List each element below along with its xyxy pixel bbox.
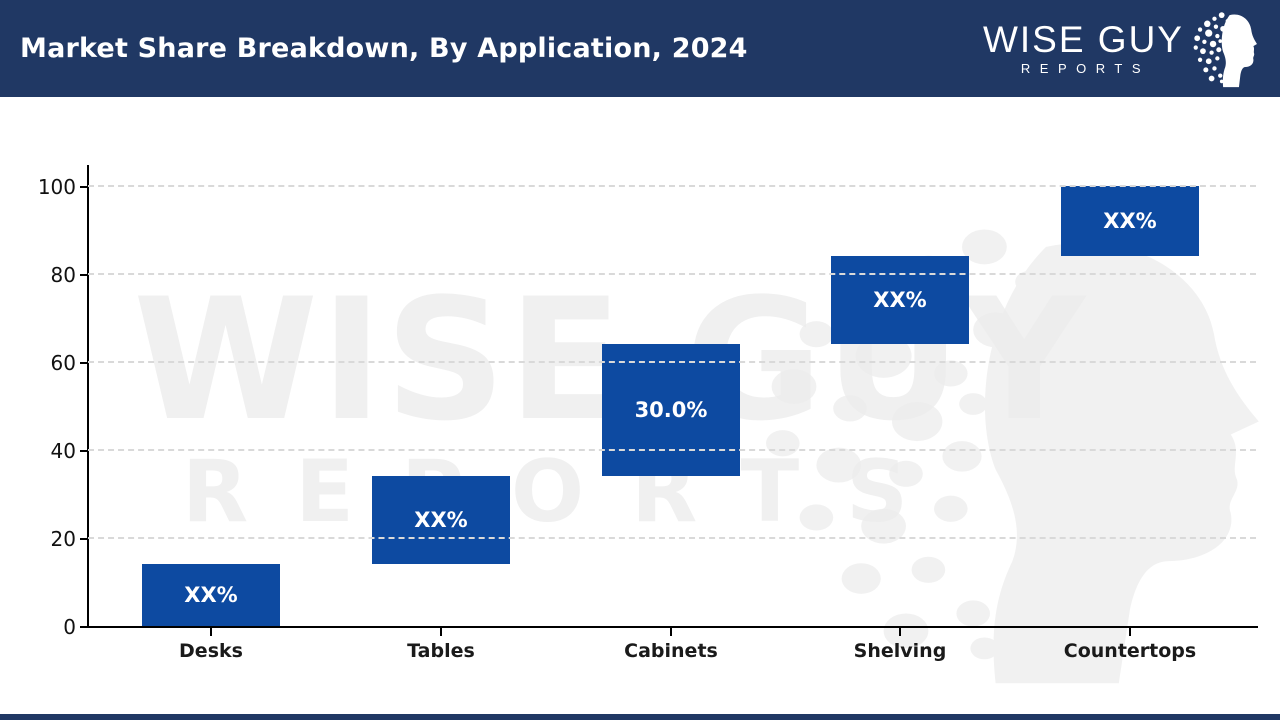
y-tick-label: 0 — [63, 615, 76, 639]
gridline — [88, 273, 1256, 275]
x-axis-label: Countertops — [1063, 640, 1197, 662]
bar-value-label: XX% — [1103, 209, 1157, 234]
logo-reports-text: REPORTS — [1020, 61, 1151, 76]
bar: XX% — [372, 476, 510, 565]
y-tick-mark — [80, 538, 88, 540]
x-axis-label: Cabinets — [624, 640, 718, 662]
y-axis-line — [87, 165, 89, 628]
gridline — [88, 449, 1256, 451]
x-tick-mark — [670, 628, 672, 636]
bar-value-label: XX% — [873, 288, 927, 313]
bar: 30.0% — [602, 344, 740, 477]
y-tick-mark — [80, 274, 88, 276]
logo-head-icon — [1190, 7, 1262, 91]
bar-value-label: 30.0% — [634, 398, 708, 423]
x-tick-mark — [440, 628, 442, 636]
watermark-reports-text: REPORTS — [182, 442, 956, 542]
gridline — [88, 361, 1256, 363]
logo-text: WISE GUY REPORTS — [983, 21, 1184, 76]
x-tick-mark — [899, 628, 901, 636]
wiseguy-logo: WISE GUY REPORTS — [983, 7, 1262, 91]
y-tick-label: 40 — [50, 439, 76, 463]
x-axis-label: Desks — [179, 640, 243, 662]
y-tick-mark — [80, 450, 88, 452]
x-axis-line — [86, 626, 1258, 628]
y-tick-label: 100 — [37, 175, 76, 199]
y-tick-mark — [80, 626, 88, 628]
bar: XX% — [831, 256, 969, 345]
footer-bar — [0, 714, 1280, 720]
x-tick-mark — [1129, 628, 1131, 636]
bar-value-label: XX% — [414, 508, 468, 533]
y-tick-mark — [80, 362, 88, 364]
y-tick-label: 60 — [50, 351, 76, 375]
bar-value-label: XX% — [184, 583, 238, 608]
y-tick-label: 20 — [50, 527, 76, 551]
bar: XX% — [142, 564, 280, 626]
y-tick-mark — [80, 186, 88, 188]
page-title: Market Share Breakdown, By Application, … — [20, 33, 748, 64]
logo-wiseguy-text: WISE GUY — [982, 19, 1184, 60]
header-bar: Market Share Breakdown, By Application, … — [0, 0, 1280, 97]
watermark-head-icon — [738, 212, 1280, 692]
gridline — [88, 537, 1256, 539]
x-axis-label: Shelving — [853, 640, 947, 662]
x-tick-mark — [210, 628, 212, 636]
gridline — [88, 185, 1256, 187]
bar: XX% — [1061, 186, 1199, 257]
y-tick-label: 80 — [50, 263, 76, 287]
x-axis-label: Tables — [407, 640, 475, 662]
